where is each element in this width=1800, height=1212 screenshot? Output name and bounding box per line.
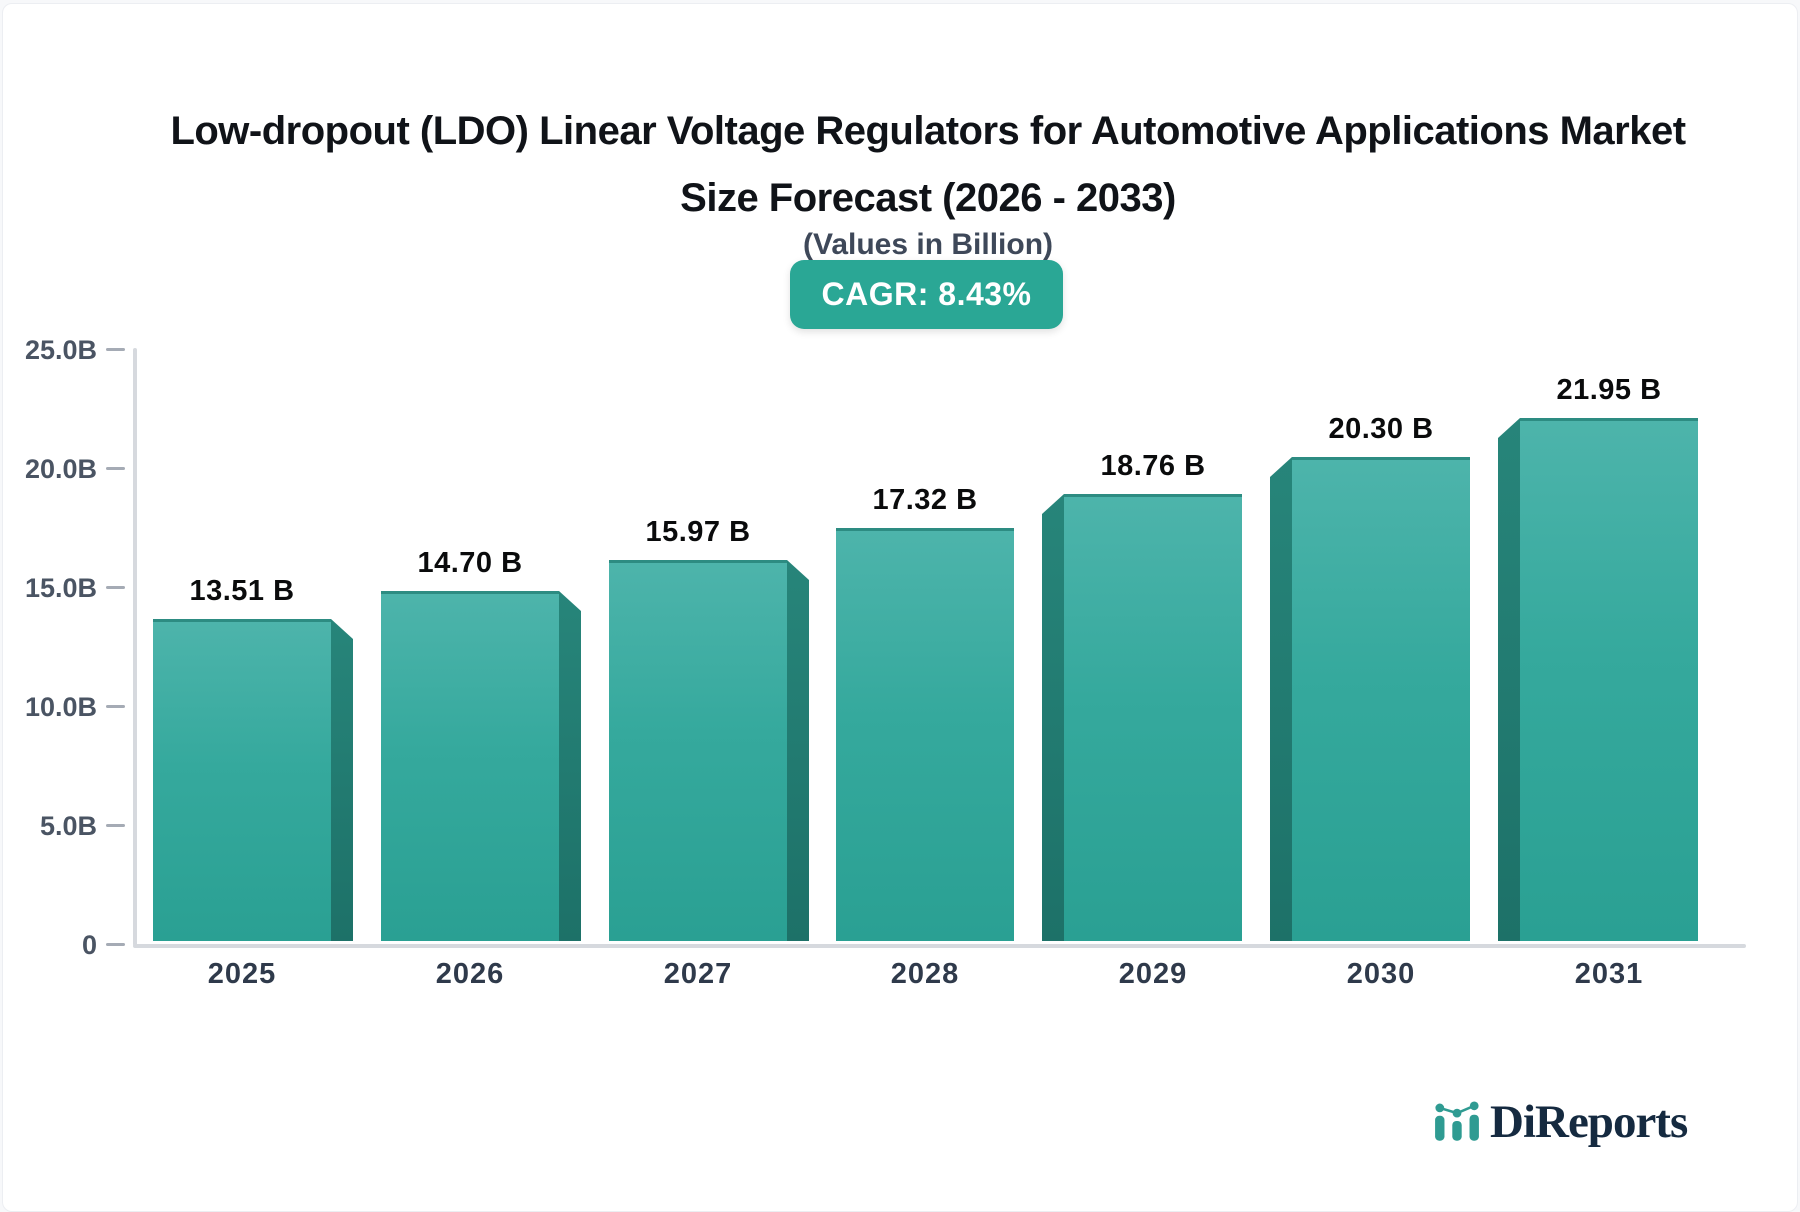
bar-2029: 18.76 B bbox=[1042, 450, 1242, 941]
y-tick bbox=[106, 586, 125, 589]
cagr-badge: CAGR: 8.43% bbox=[790, 260, 1063, 329]
chart-subtitle: (Values in Billion) bbox=[802, 228, 1054, 261]
bar-front-face bbox=[1292, 457, 1470, 941]
y-tick bbox=[106, 824, 125, 827]
y-tick-label: 20.0B bbox=[24, 454, 97, 484]
y-tick-label: 0 bbox=[81, 930, 97, 960]
x-axis-baseline bbox=[133, 944, 1746, 948]
y-tick-label: 5.0B bbox=[39, 811, 97, 841]
mini-bar-chart-icon bbox=[1435, 1101, 1479, 1141]
y-tick bbox=[106, 943, 125, 946]
bar-side-face bbox=[787, 560, 809, 941]
bar-2026: 14.70 B bbox=[381, 547, 581, 941]
bar-2028: 17.32 B bbox=[836, 484, 1014, 941]
bar-side-face bbox=[1498, 418, 1520, 941]
title-line-1: Low-dropout (LDO) Linear Voltage Regulat… bbox=[170, 109, 1686, 153]
x-tick-label: 2026 bbox=[435, 958, 505, 990]
bar-2031: 21.95 B bbox=[1498, 374, 1698, 941]
bar-side-face bbox=[1270, 457, 1292, 941]
bar-value-label: 13.51 B bbox=[189, 575, 295, 607]
bar-front-face bbox=[609, 560, 787, 941]
y-tick-label: 10.0B bbox=[24, 692, 97, 722]
bar-side-face bbox=[331, 619, 353, 941]
y-tick bbox=[106, 467, 125, 470]
bar-front-face bbox=[153, 619, 331, 941]
y-axis-line bbox=[133, 348, 137, 946]
y-tick bbox=[106, 348, 125, 351]
x-tick-label: 2028 bbox=[890, 958, 960, 990]
bar-front-face bbox=[1064, 494, 1242, 941]
bar-side-face bbox=[559, 591, 581, 941]
y-tick bbox=[106, 705, 125, 708]
bar-front-face bbox=[836, 528, 1014, 941]
y-tick-label: 25.0B bbox=[24, 335, 97, 365]
x-tick-label: 2030 bbox=[1346, 958, 1416, 990]
bar-value-label: 18.76 B bbox=[1100, 450, 1206, 482]
bar-2030: 20.30 B bbox=[1270, 413, 1470, 941]
bar-front-face bbox=[381, 591, 559, 941]
brand-logo-text: DiReports bbox=[1490, 1096, 1688, 1148]
bar-2027: 15.97 B bbox=[609, 516, 809, 941]
bar-2025: 13.51 B bbox=[153, 575, 353, 941]
brand-logo: DiReports bbox=[1433, 1094, 1688, 1150]
y-tick-label: 15.0B bbox=[24, 573, 97, 603]
bar-value-label: 21.95 B bbox=[1556, 374, 1662, 406]
bar-front-face bbox=[1520, 418, 1698, 941]
bar-value-label: 14.70 B bbox=[417, 547, 523, 579]
x-tick-label: 2025 bbox=[207, 958, 277, 990]
page-title: Low-dropout (LDO) Linear Voltage Regulat… bbox=[63, 98, 1793, 232]
bar-side-face bbox=[1042, 494, 1064, 941]
x-tick-label: 2027 bbox=[663, 958, 733, 990]
chart-card: Low-dropout (LDO) Linear Voltage Regulat… bbox=[2, 3, 1798, 1212]
bar-value-label: 15.97 B bbox=[645, 516, 751, 548]
title-line-2: Size Forecast (2026 - 2033) bbox=[680, 176, 1176, 220]
bar-value-label: 17.32 B bbox=[872, 484, 978, 516]
x-tick-label: 2029 bbox=[1118, 958, 1188, 990]
bar-value-label: 20.30 B bbox=[1328, 413, 1434, 445]
x-tick-label: 2031 bbox=[1574, 958, 1644, 990]
